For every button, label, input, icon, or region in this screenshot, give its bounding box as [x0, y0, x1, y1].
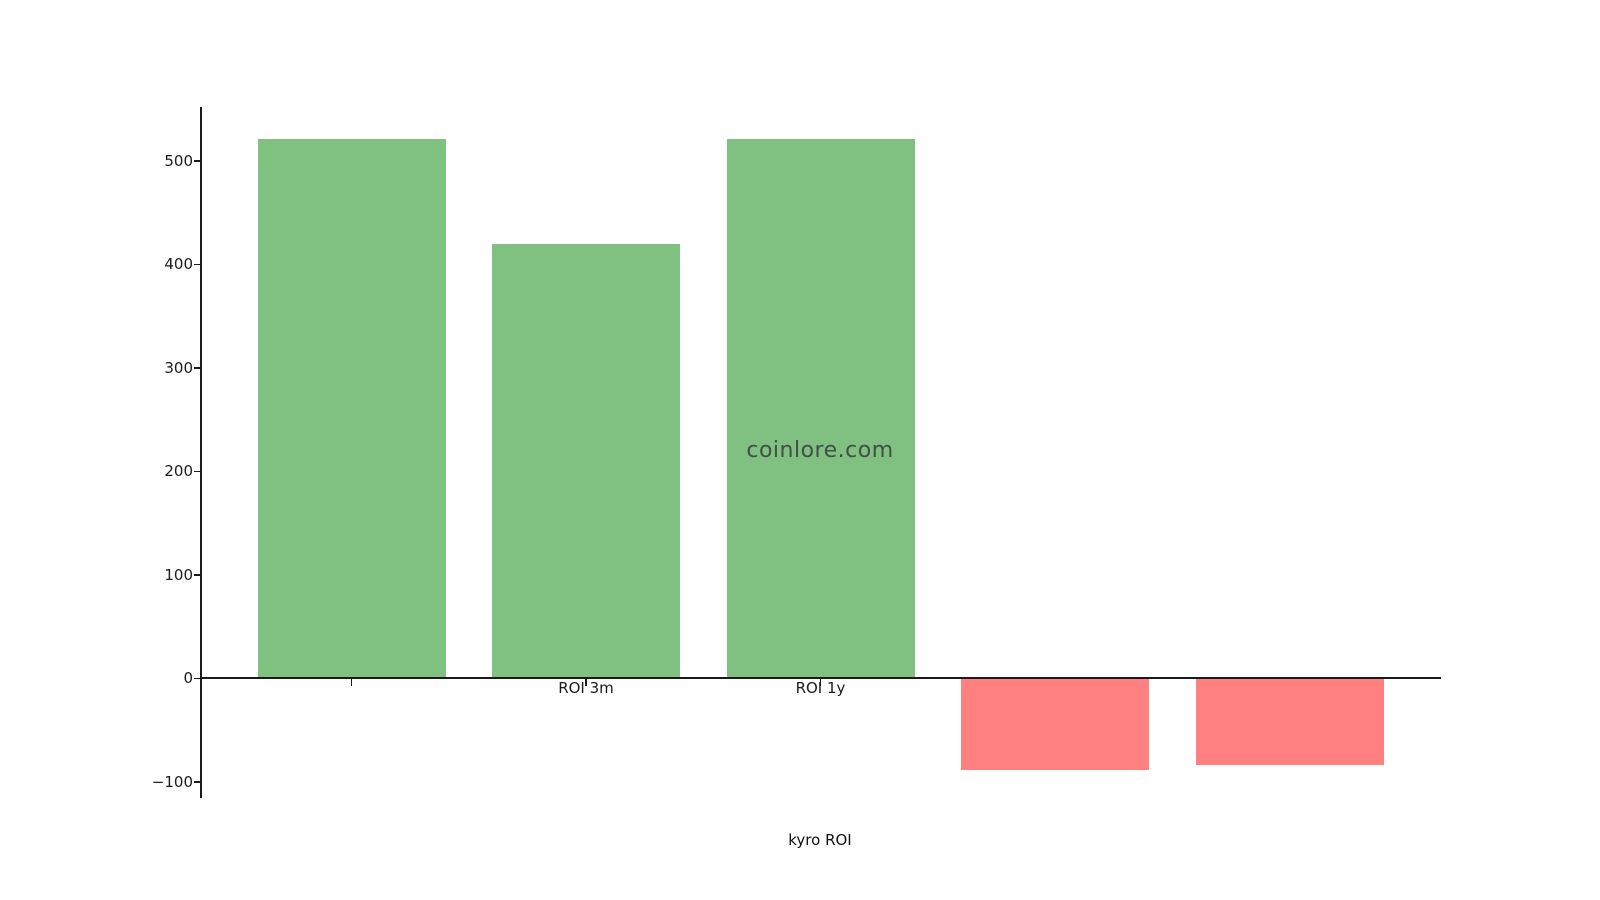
y-tick-label: 300 — [164, 358, 193, 377]
bar — [492, 243, 680, 679]
bar — [257, 139, 446, 679]
y-tick-mark — [194, 677, 201, 680]
y-tick-label: 400 — [164, 255, 193, 273]
y-tick-label: 100 — [164, 565, 193, 584]
y-axis-line — [200, 107, 202, 798]
y-tick-label: −100 — [151, 772, 193, 791]
x-tick-mark — [585, 678, 587, 686]
x-axis-line — [200, 677, 1441, 679]
y-tick-label: 200 — [164, 462, 193, 480]
watermark: coinlore.com — [746, 438, 894, 463]
x-tick-label: ROI 1y — [795, 678, 846, 697]
y-tick-mark — [194, 470, 201, 473]
y-tick-mark — [194, 781, 201, 783]
bar — [961, 678, 1149, 770]
y-tick-label: 0 — [183, 669, 193, 687]
y-tick-mark — [194, 574, 201, 576]
y-tick-mark — [194, 367, 201, 369]
y-tick-mark — [194, 160, 201, 162]
x-tick-mark — [350, 678, 353, 686]
bar — [726, 139, 915, 679]
x-tick-mark — [819, 678, 822, 686]
bar — [1195, 678, 1384, 766]
y-tick-mark — [194, 263, 201, 266]
y-tick-label: 500 — [164, 151, 193, 170]
x-axis-title: kyro ROI — [788, 831, 852, 849]
x-tick-label: ROI 3m — [558, 678, 614, 697]
